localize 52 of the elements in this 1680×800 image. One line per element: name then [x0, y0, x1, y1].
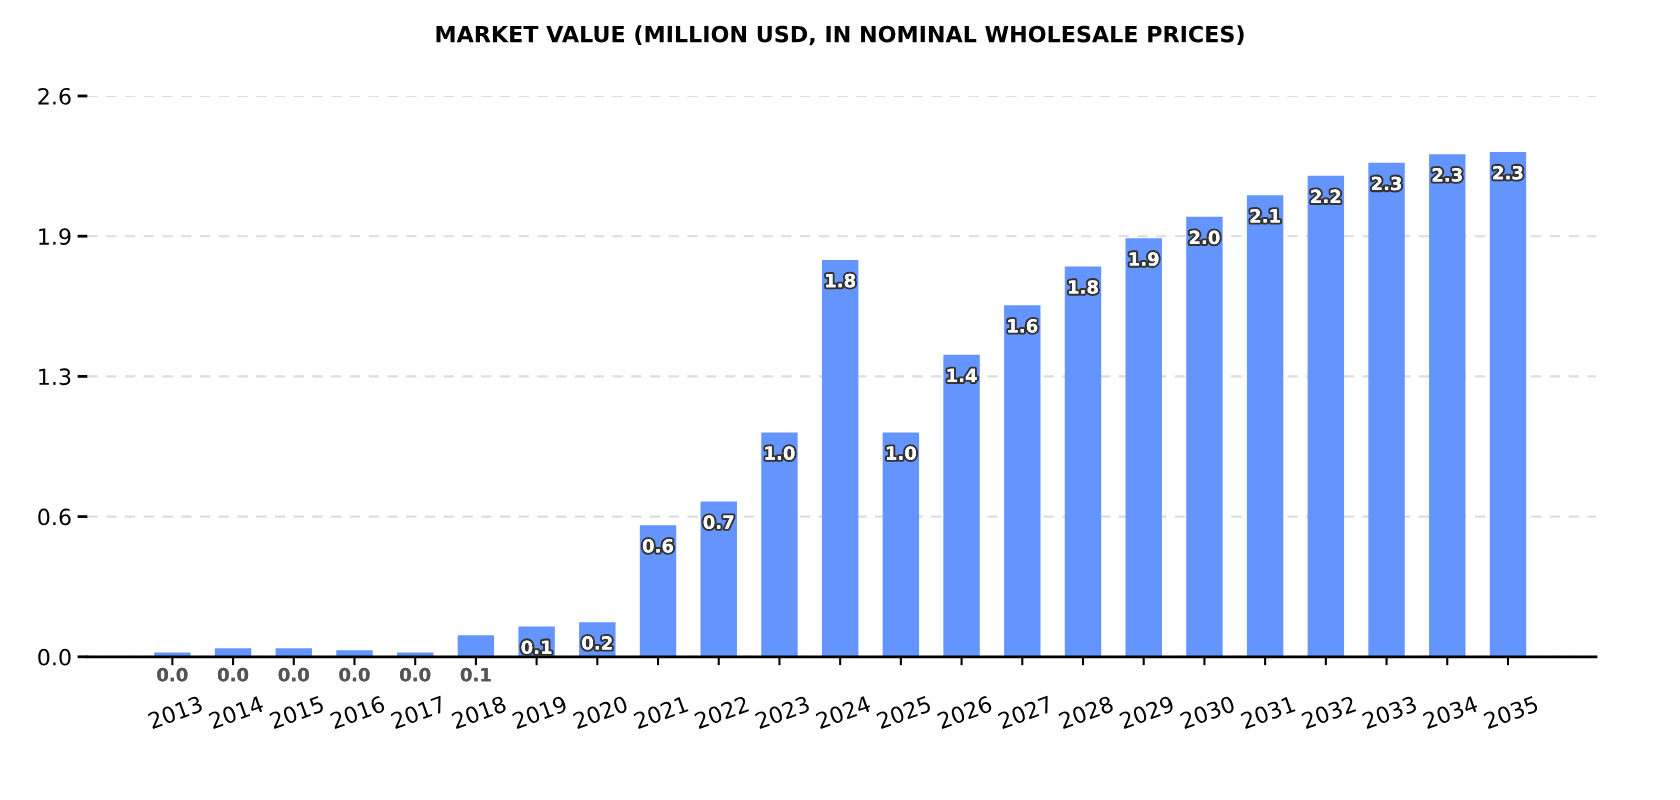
- data-label: 1.9: [1129, 252, 1159, 266]
- x-tick-label: 2019: [511, 695, 568, 730]
- x-tick-label: 2033: [1361, 695, 1418, 730]
- data-label: 2.2: [1311, 189, 1341, 204]
- x-tick-label: 2021: [633, 695, 689, 730]
- y-tick-label: 1.3: [39, 368, 71, 386]
- y-tick-label: 2.6: [38, 87, 71, 105]
- y-tick-label: 1.9: [39, 228, 71, 245]
- data-label: 0.0: [339, 667, 370, 682]
- y-tick-label: 0.0: [38, 648, 71, 666]
- x-tick-label: 2015: [268, 695, 325, 730]
- y-tick-label: 0.6: [38, 508, 71, 526]
- data-label: 0.6: [642, 539, 674, 553]
- x-tick-label: 2016: [329, 695, 386, 730]
- data-label: 2.0: [1189, 230, 1220, 245]
- data-label: 1.0: [765, 446, 795, 460]
- data-label: 1.0: [886, 446, 916, 460]
- data-label: 2.3: [1371, 176, 1402, 191]
- x-tick-label: 2035: [1483, 695, 1539, 730]
- data-label: 2.1: [1250, 209, 1280, 223]
- x-tick-label: 2029: [1118, 695, 1175, 730]
- x-tick-label: 2031: [1240, 695, 1296, 730]
- x-tick-label: 2024: [815, 695, 872, 730]
- x-tick-label: 2027: [997, 695, 1053, 730]
- data-label: 0.0: [400, 667, 431, 682]
- chart-title: MARKET VALUE (MILLION USD, IN NOMINAL WHOLESALE PRICES): [436, 25, 1244, 46]
- x-tick-label: 2020: [572, 695, 629, 730]
- data-label: 0.0: [157, 667, 188, 682]
- x-tick-label: 2025: [875, 695, 932, 730]
- data-label: 0.0: [278, 667, 309, 682]
- x-tick-label: 2026: [936, 695, 993, 730]
- data-label: 0.1: [521, 640, 552, 655]
- data-label: 1.8: [826, 273, 856, 288]
- data-label: 1.6: [1008, 319, 1038, 333]
- data-label: 0.7: [703, 515, 734, 529]
- x-tick-label: 2014: [208, 695, 265, 730]
- data-label: 1.4: [947, 368, 977, 383]
- x-tick-label: 2028: [1058, 695, 1115, 730]
- data-label: 1.8: [1069, 280, 1098, 294]
- x-tick-label: 2022: [693, 695, 750, 730]
- data-label: 0.1: [460, 667, 491, 682]
- x-tick-label: 2030: [1179, 695, 1236, 730]
- x-tick-label: 2032: [1300, 695, 1357, 730]
- x-tick-label: 2018: [451, 695, 507, 730]
- data-label: 2.3: [1432, 168, 1462, 182]
- data-label: 2.3: [1493, 165, 1523, 180]
- x-tick-label: 2023: [754, 695, 811, 730]
- data-label: 0.2: [582, 636, 612, 650]
- x-tick-label: 2034: [1422, 695, 1479, 730]
- x-tick-label: 2013: [147, 695, 204, 730]
- x-tick-label: 2017: [390, 695, 446, 730]
- data-label: 0.0: [217, 667, 249, 682]
